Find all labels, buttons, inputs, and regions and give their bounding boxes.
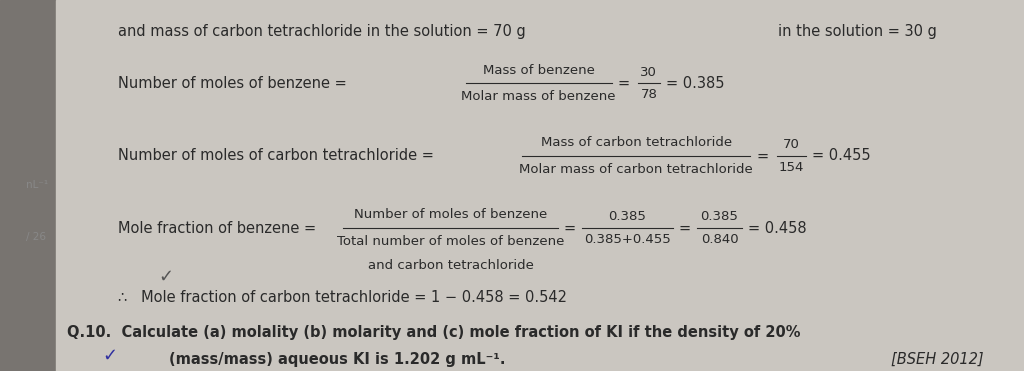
Text: 154: 154	[779, 161, 804, 174]
Text: Molar mass of benzene: Molar mass of benzene	[462, 90, 616, 103]
Text: ∴   Mole fraction of carbon tetrachloride = 1 − 0.458 = 0.542: ∴ Mole fraction of carbon tetrachloride …	[118, 290, 566, 305]
Text: Mass of benzene: Mass of benzene	[482, 64, 595, 77]
Text: 0.840: 0.840	[700, 233, 738, 246]
Text: = 0.458: = 0.458	[748, 221, 807, 236]
Text: ✓: ✓	[102, 347, 118, 364]
Text: =: =	[617, 76, 630, 91]
Text: = 0.455: = 0.455	[812, 148, 871, 163]
Text: 30: 30	[640, 66, 657, 79]
Text: =: =	[679, 221, 691, 236]
Text: 0.385+0.455: 0.385+0.455	[584, 233, 671, 246]
Text: Mass of carbon tetrachloride: Mass of carbon tetrachloride	[541, 136, 732, 149]
Text: =: =	[757, 148, 769, 163]
Text: in the solution = 30 g: in the solution = 30 g	[778, 24, 937, 39]
Text: 0.385: 0.385	[700, 210, 738, 223]
Text: [BSEH 2012]: [BSEH 2012]	[891, 352, 983, 367]
Text: (mass/mass) aqueous KI is 1.202 g mL⁻¹.: (mass/mass) aqueous KI is 1.202 g mL⁻¹.	[169, 352, 506, 367]
Text: 78: 78	[640, 88, 657, 101]
Text: Total number of moles of benzene: Total number of moles of benzene	[337, 235, 564, 248]
Text: 0.385: 0.385	[608, 210, 646, 223]
Text: ✓: ✓	[159, 267, 174, 285]
Text: =: =	[563, 221, 575, 236]
Text: Mole fraction of benzene =: Mole fraction of benzene =	[118, 221, 315, 236]
Text: Q.10.  Calculate (a) molality (b) molarity and (c) mole fraction of KI if the de: Q.10. Calculate (a) molality (b) molarit…	[67, 325, 800, 339]
Text: and mass of carbon tetrachloride in the solution = 70 g: and mass of carbon tetrachloride in the …	[118, 24, 525, 39]
Text: nL⁻¹: nL⁻¹	[26, 181, 48, 190]
Text: = 0.385: = 0.385	[666, 76, 724, 91]
Bar	[0, 0, 56, 371]
Text: Number of moles of carbon tetrachloride =: Number of moles of carbon tetrachloride …	[118, 148, 433, 163]
Text: Molar mass of carbon tetrachloride: Molar mass of carbon tetrachloride	[519, 162, 754, 175]
Text: / 26: / 26	[26, 233, 46, 242]
Text: and carbon tetrachloride: and carbon tetrachloride	[368, 259, 534, 272]
Text: Number of moles of benzene: Number of moles of benzene	[354, 209, 548, 221]
Text: 70: 70	[783, 138, 800, 151]
Text: Number of moles of benzene =: Number of moles of benzene =	[118, 76, 346, 91]
